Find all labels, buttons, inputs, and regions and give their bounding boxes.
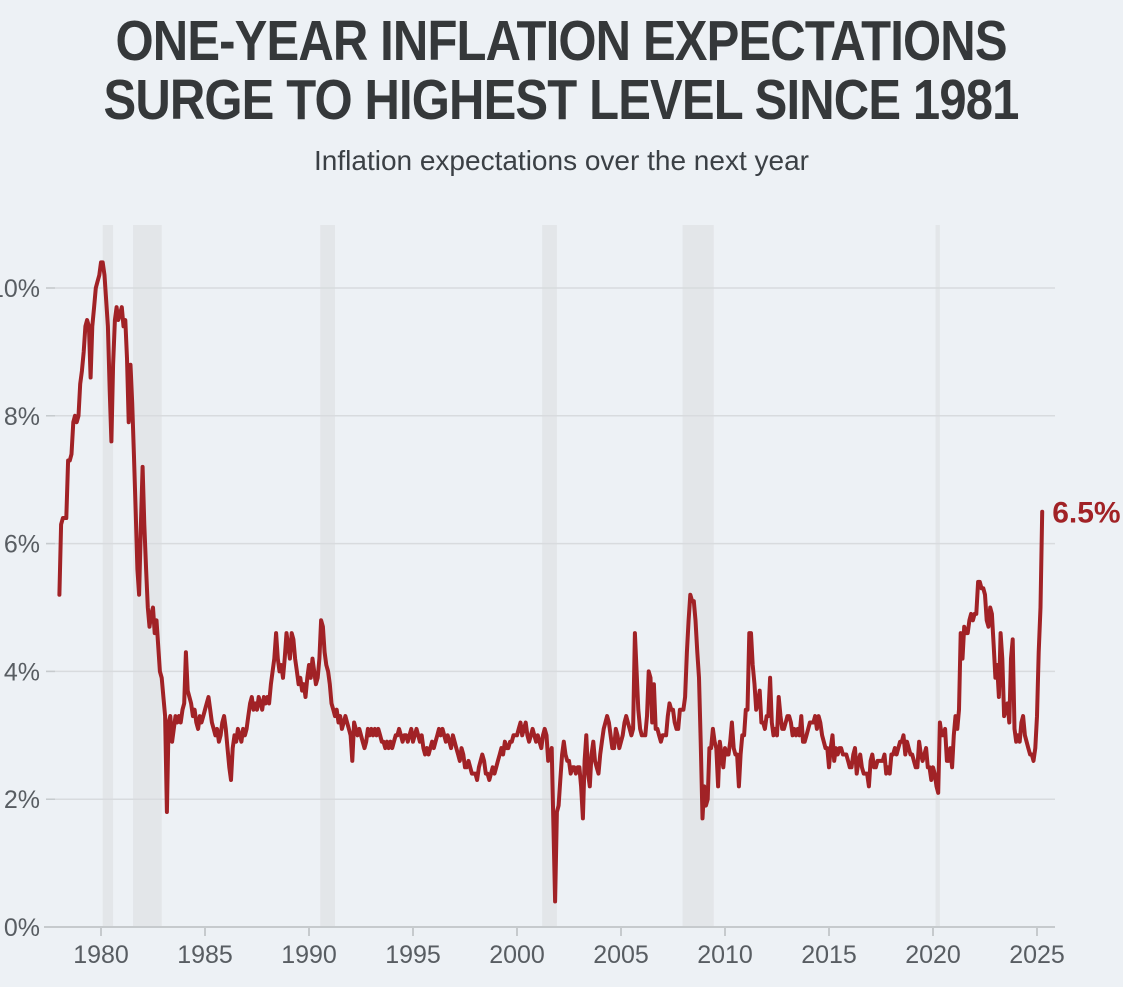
page-title: ONE-YEAR INFLATION EXPECTATIONS SURGE TO… [0, 12, 1123, 130]
series-line-inflation-expectations [57, 260, 1045, 904]
annotation: 6.5% [1052, 497, 1120, 530]
y-tick-label-10%: 10% [0, 275, 40, 303]
y-tick-label-4%: 4% [4, 658, 40, 686]
x-tick-label-2005: 2005 [593, 941, 649, 969]
title-line-1: ONE-YEAR INFLATION EXPECTATIONS [115, 9, 1008, 73]
series [57, 260, 1045, 904]
recession-band [320, 225, 335, 927]
x-tick-label-1985: 1985 [177, 941, 233, 969]
recession-bands [102, 225, 940, 927]
recession-band [102, 225, 114, 927]
y-axis-labels: 0% 2% 4% 6% 8% 10% [0, 275, 40, 942]
inflation-expectations-chart: 0% 2% 4% 6% 8% 10% 1980 1985 1990 1995 2000 2005 201… [0, 225, 1121, 969]
x-tick-label-2000: 2000 [489, 941, 545, 969]
x-tick-label-2010: 2010 [697, 941, 753, 969]
y-tick-label-6%: 6% [4, 531, 40, 559]
y-tick-label-0%: 0% [4, 914, 40, 942]
latest-value-annotation: 6.5% [1052, 497, 1120, 530]
title-line-2: SURGE TO HIGHEST LEVEL SINCE 1981 [103, 68, 1020, 132]
y-tick-label-8%: 8% [4, 403, 40, 431]
y-gridlines [46, 287, 1055, 800]
chart-header: ONE-YEAR INFLATION EXPECTATIONS SURGE TO… [0, 0, 1123, 177]
chart-subtitle: Inflation expectations over the next yea… [314, 145, 809, 176]
recession-band [682, 225, 714, 927]
x-tick-label-1990: 1990 [281, 941, 337, 969]
y-tick-label-2%: 2% [4, 786, 40, 814]
x-axis: 1980 1985 1990 1995 2000 2005 2010 2015 2020 2025 [44, 926, 1065, 969]
x-tick-label-2015: 2015 [801, 941, 857, 969]
x-tick-label-1980: 1980 [73, 941, 129, 969]
x-tick-label-2025: 2025 [1009, 941, 1065, 969]
recession-band [935, 225, 940, 927]
x-tick-label-1995: 1995 [385, 941, 441, 969]
x-tick-label-2020: 2020 [905, 941, 961, 969]
